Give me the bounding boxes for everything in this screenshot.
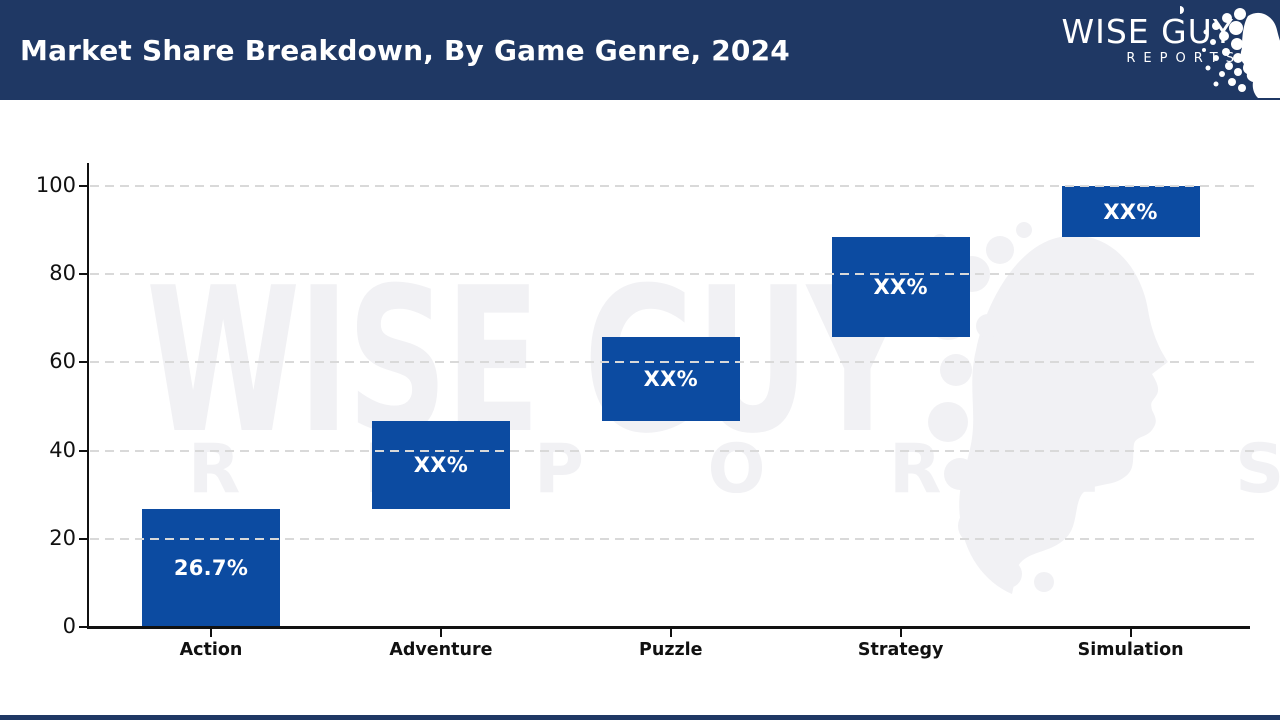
y-tick-label-60: 60 (49, 349, 76, 374)
gridline-60 (90, 361, 1256, 364)
bar-simulation: XX% (1061, 186, 1200, 238)
x-tick-puzzle (669, 629, 672, 637)
y-tick-label-100: 100 (35, 173, 76, 197)
page-title: Market Share Breakdown, By Game Genre, 2… (20, 33, 790, 67)
logo-subtitle: REPORTS (1126, 51, 1242, 66)
bar-adventure: XX% (371, 421, 510, 510)
y-tick-60 (79, 361, 88, 364)
y-tick-label-0: 0 (62, 614, 76, 638)
bar-strategy: XX% (831, 237, 970, 338)
y-tick-20 (79, 537, 88, 540)
header-bar: Market Share Breakdown, By Game Genre, 2… (0, 0, 1280, 100)
x-tick-action (210, 629, 212, 637)
bar-value-label-simulation: XX% (1103, 199, 1158, 224)
y-tick-label-20: 20 (49, 525, 76, 550)
y-tick-40 (79, 449, 88, 452)
x-tick-adventure (439, 629, 442, 637)
bar-value-label-strategy: XX% (873, 275, 928, 300)
bar-value-label-adventure: XX% (413, 453, 469, 478)
gridline-20 (90, 537, 1256, 540)
x-tick-simulation (1129, 629, 1132, 637)
x-tick-label-strategy: Strategy (857, 640, 944, 660)
bar-action: 26.7% (142, 509, 280, 627)
gridline-80 (90, 273, 1256, 276)
y-tick-100 (79, 185, 88, 187)
y-tick-label-40: 40 (49, 437, 76, 462)
x-tick-label-adventure: Adventure (389, 640, 493, 660)
bar-value-label-action: 26.7% (173, 556, 249, 581)
y-tick-0 (79, 626, 88, 628)
x-tick-label-simulation: Simulation (1077, 640, 1184, 660)
bar-value-label-puzzle: XX% (643, 367, 698, 392)
gridline-40 (90, 449, 1256, 452)
bar-puzzle: XX% (601, 337, 740, 422)
x-tick-label-puzzle: Puzzle (639, 640, 703, 660)
gridline-100 (90, 185, 1256, 187)
y-tick-80 (79, 273, 88, 276)
x-tick-label-action: Action (179, 640, 243, 660)
logo-head-icon (1180, 6, 1280, 98)
x-tick-strategy (899, 629, 902, 637)
footer-bar (0, 715, 1280, 720)
x-axis-spine (87, 626, 1250, 629)
y-axis-spine (87, 163, 89, 629)
y-tick-label-80: 80 (49, 261, 76, 286)
